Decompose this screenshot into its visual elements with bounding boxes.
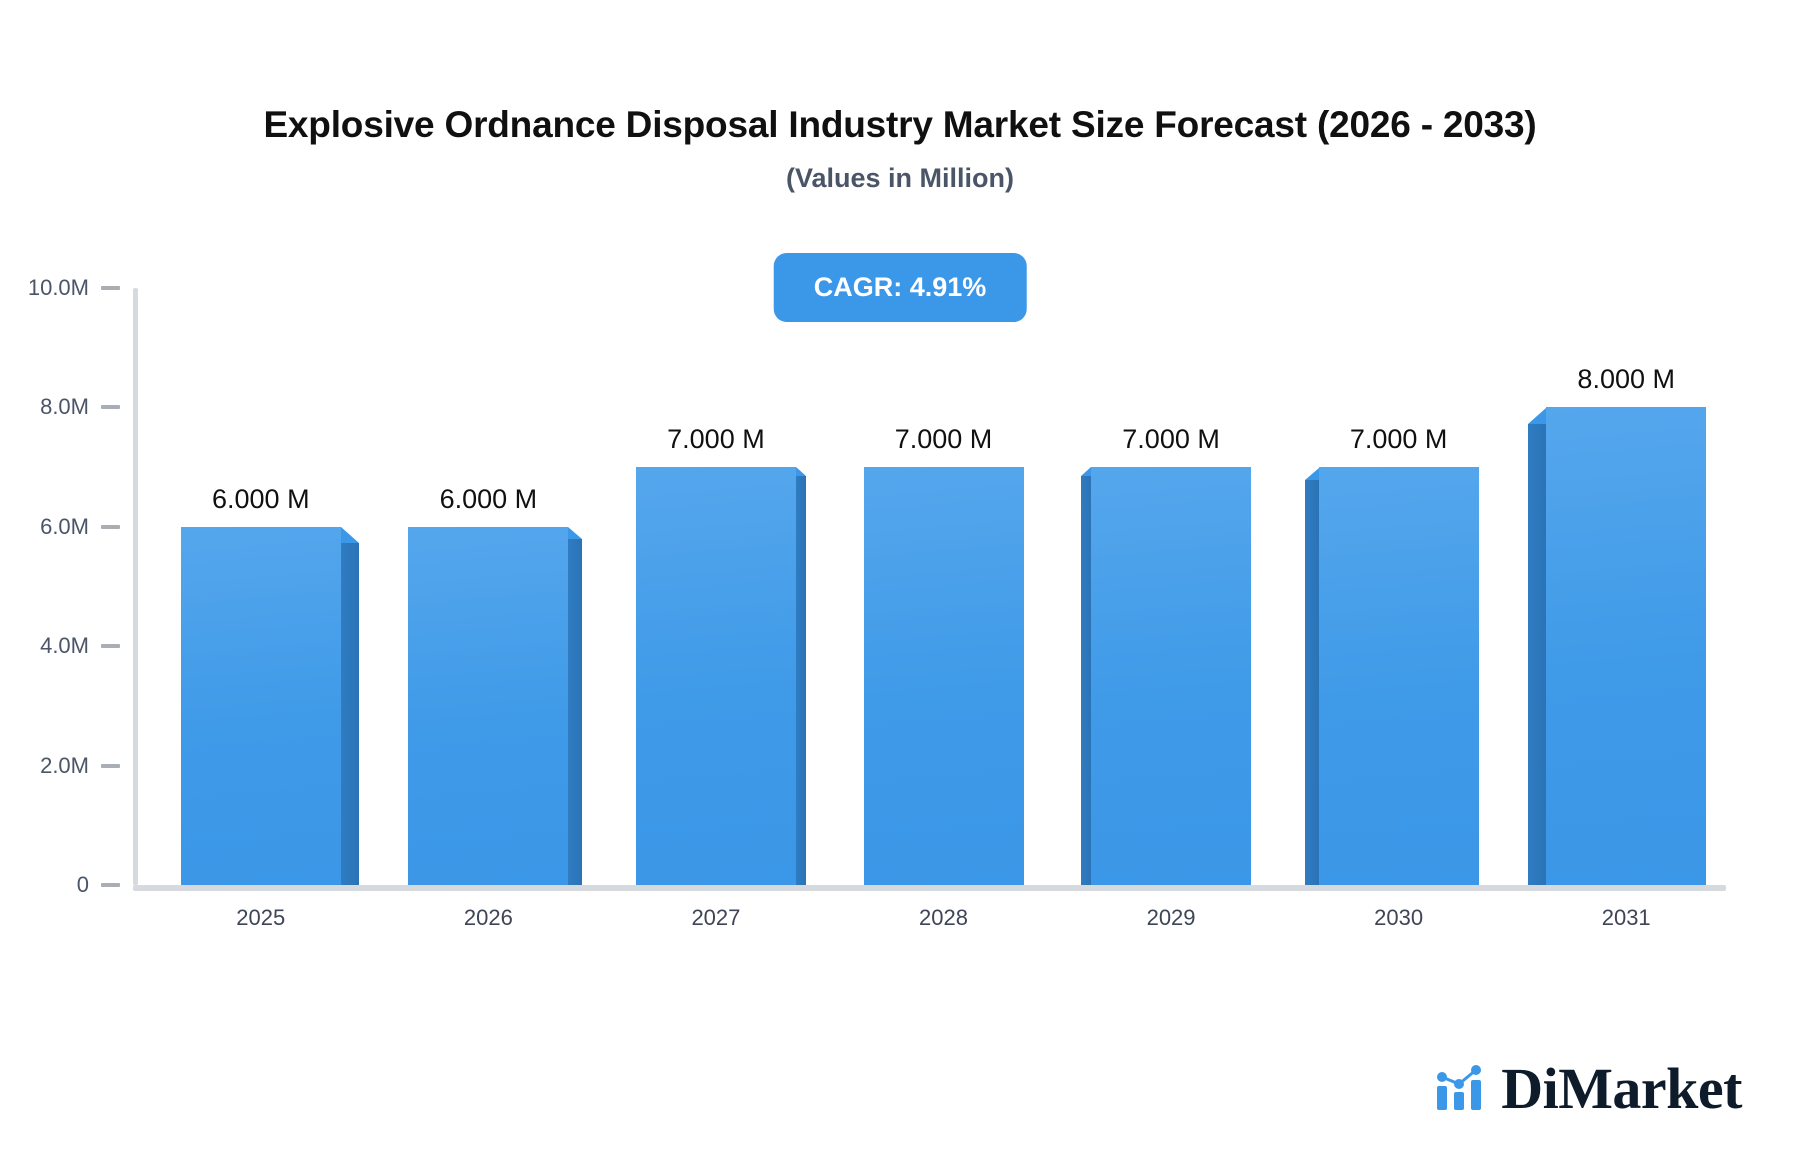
bar-chart-icon — [1435, 1062, 1487, 1117]
y-axis-tick-mark — [101, 763, 120, 768]
y-axis: 10.0M 8.0M 6.0M 4.0M 2.0M 0 — [0, 275, 133, 897]
bar-top-face — [1528, 407, 1547, 424]
cagr-badge: CAGR: 4.91% — [773, 253, 1027, 322]
y-axis-tick-mark — [101, 405, 120, 410]
bar[interactable]: 7.000 M — [1304, 424, 1479, 885]
bar-face — [408, 526, 569, 885]
bar-top-face — [568, 527, 583, 540]
bar-value-label: 6.000 M — [439, 483, 538, 514]
bar-side-face — [1528, 423, 1547, 885]
bar-top-face — [795, 467, 806, 477]
x-axis-tick-label: 2028 — [919, 905, 968, 930]
bar-series: 6.000 M 6.000 M 7.000 M 7.000 M 7.000 M 7.000… — [133, 288, 1726, 885]
y-axis-tick-label: 2.0M — [40, 752, 89, 778]
bar-face — [1091, 467, 1252, 885]
x-axis-tick-label: 2027 — [691, 905, 741, 930]
bar-side-face — [1081, 476, 1092, 885]
bar-face — [1546, 407, 1707, 885]
y-axis-tick-label: 10.0M — [27, 275, 89, 300]
brand-logo: DiMarket — [1435, 1060, 1742, 1118]
page-title: Explosive Ordnance Disposal Industry Mar… — [263, 104, 1537, 145]
y-axis-tick-mark — [101, 286, 120, 290]
y-axis-tick-label: 8.0M — [40, 394, 89, 420]
bar[interactable]: 7.000 M — [1081, 424, 1252, 885]
bar[interactable]: 8.000 M — [1528, 364, 1707, 885]
x-axis-tick-label: 2025 — [236, 905, 286, 930]
y-axis-tick: 4.0M — [0, 633, 133, 659]
x-axis-tick-label: 2029 — [1146, 905, 1196, 930]
y-axis-tick-label: 4.0M — [40, 633, 89, 659]
bar-value-label: 7.000 M — [1349, 424, 1448, 455]
bar-value-label: 7.000 M — [894, 424, 993, 455]
bar-top-face — [1304, 467, 1319, 480]
bar[interactable]: 6.000 M — [180, 484, 359, 885]
plot-area: 6.000 M 6.000 M 7.000 M 7.000 M 7.000 M 7.000… — [133, 288, 1726, 891]
bar-value-label: 7.000 M — [667, 424, 765, 455]
bar-face — [180, 526, 341, 885]
bar-face — [863, 467, 1024, 885]
bar-side-face — [795, 476, 806, 885]
y-axis-tick: 8.0M — [0, 394, 133, 420]
bar[interactable]: 7.000 M — [863, 424, 1024, 885]
chart-header: Explosive Ordnance Disposal Industry Mar… — [0, 104, 1800, 194]
bar[interactable]: 7.000 M — [635, 424, 806, 885]
y-axis-tick: 10.0M — [0, 275, 133, 301]
x-axis-line — [133, 885, 1726, 891]
bar-side-face — [568, 539, 583, 885]
bar[interactable]: 6.000 M — [408, 484, 583, 885]
bar-top-face — [340, 527, 359, 543]
bar-face — [635, 467, 796, 885]
x-axis-tick-label: 2026 — [463, 905, 513, 930]
bar-face — [1318, 467, 1479, 885]
y-axis-tick-label: 0 — [76, 872, 89, 897]
x-axis-tick-label: 2031 — [1601, 905, 1651, 930]
bar-value-label: 7.000 M — [1122, 424, 1220, 455]
bar-value-label: 8.000 M — [1577, 364, 1675, 395]
y-axis-line — [133, 288, 138, 885]
y-axis-tick-mark — [101, 883, 120, 887]
chart-subtitle: (Values in Million) — [785, 162, 1015, 193]
y-axis-tick-label: 6.0M — [40, 513, 89, 539]
y-axis-tick: 6.0M — [0, 514, 133, 540]
bar-side-face — [340, 543, 359, 885]
y-axis-tick-mark — [101, 644, 120, 649]
logo-text: DiMarket — [1501, 1056, 1742, 1121]
y-axis-tick: 2.0M — [0, 753, 133, 779]
x-axis-tick-label: 2030 — [1374, 905, 1424, 930]
bar-side-face — [1304, 479, 1319, 885]
bar-top-face — [1081, 467, 1092, 477]
y-axis-tick-mark — [101, 524, 120, 529]
bar-value-label: 6.000 M — [212, 483, 310, 514]
y-axis-tick: 0 — [0, 872, 133, 898]
x-axis-labels: 2025 2026 2027 2028 2029 2030 2031 — [133, 905, 1726, 945]
